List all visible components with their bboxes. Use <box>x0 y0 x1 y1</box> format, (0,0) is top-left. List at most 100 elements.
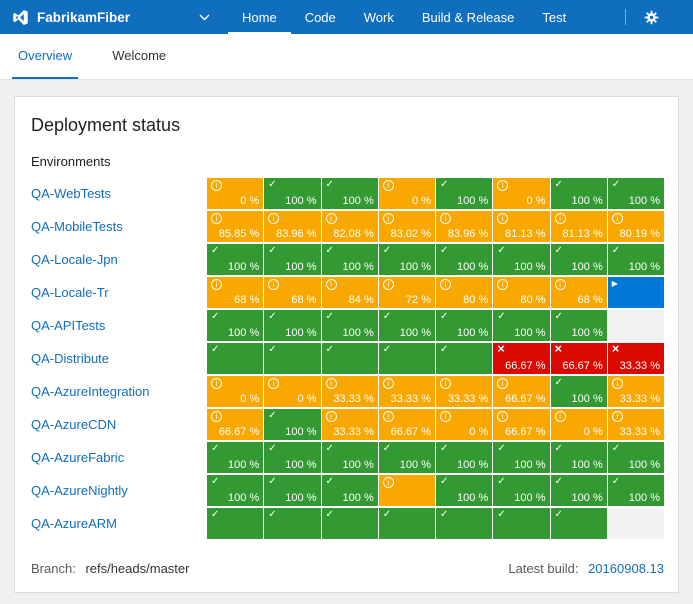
nav-code[interactable]: Code <box>304 9 336 25</box>
deployment-cell-success[interactable]: ✓ 100 % <box>550 310 607 341</box>
deployment-cell-failure[interactable]: × 66.67 % <box>493 342 550 374</box>
deployment-cell-warning[interactable]: i 33.33 % <box>607 409 664 440</box>
tab-overview[interactable]: Overview <box>12 34 79 79</box>
deployment-cell-success[interactable]: ✓ 100 % <box>436 442 493 473</box>
deployment-cell-success[interactable]: ✓ 100 % <box>550 376 607 407</box>
deployment-cell-warning[interactable]: i 33.33 % <box>378 376 435 407</box>
deployment-cell-inprogress[interactable]: ▶ <box>607 277 664 308</box>
deployment-cell-failure[interactable]: × 66.67 % <box>550 342 607 374</box>
deployment-cell-warning[interactable]: i 33.33 % <box>321 409 378 440</box>
deployment-cell-success[interactable]: ✓ <box>264 508 321 539</box>
tab-welcome[interactable]: Welcome <box>112 48 167 63</box>
deployment-cell-warning[interactable]: i 68 % <box>550 277 607 308</box>
environment-link[interactable]: QA-APITests <box>31 318 106 333</box>
deployment-cell-warning[interactable]: i 66.67 % <box>378 409 435 440</box>
deployment-cell-success[interactable]: ✓ 100 % <box>321 442 378 473</box>
deployment-cell-warning[interactable]: i 0 % <box>207 376 264 407</box>
deployment-cell-success[interactable]: ✓ 100 % <box>550 178 607 209</box>
deployment-cell-success[interactable]: ✓ 100 % <box>321 244 378 275</box>
deployment-cell-warning[interactable]: i 66.67 % <box>493 409 550 440</box>
deployment-cell-success[interactable]: ✓ 100 % <box>607 178 664 209</box>
deployment-cell-success[interactable]: ✓ 100 % <box>321 178 378 209</box>
deployment-cell-warning[interactable]: i 81.13 % <box>550 211 607 242</box>
deployment-cell-success[interactable]: ✓ 100 % <box>264 475 321 506</box>
environment-link[interactable]: QA-AzureIntegration <box>31 384 150 399</box>
deployment-cell-success[interactable]: ✓ 100 % <box>493 310 550 341</box>
deployment-cell-success[interactable]: ✓ 100 % <box>436 310 493 341</box>
deployment-cell-success[interactable]: ✓ <box>436 343 493 374</box>
deployment-cell-warning[interactable]: i 0 % <box>378 178 435 209</box>
deployment-cell-warning[interactable]: i 33.33 % <box>436 376 493 407</box>
deployment-cell-success[interactable]: ✓ <box>321 343 378 374</box>
environment-link[interactable]: QA-Distribute <box>31 351 110 366</box>
deployment-cell-success[interactable]: ✓ <box>207 508 264 539</box>
deployment-cell-warning[interactable]: i 68 % <box>207 277 264 308</box>
deployment-cell-warning[interactable]: i 85.85 % <box>207 211 264 242</box>
deployment-cell-success[interactable]: ✓ 100 % <box>607 475 664 506</box>
deployment-cell-success[interactable]: ✓ 100 % <box>264 178 321 209</box>
deployment-cell-warning[interactable]: i 66.67 % <box>207 409 264 440</box>
deployment-cell-success[interactable]: ✓ 100 % <box>378 244 435 275</box>
deployment-cell-warning[interactable]: i 0 % <box>493 178 550 209</box>
nav-home[interactable]: Home <box>228 0 291 34</box>
deployment-cell-success[interactable]: ✓ 100 % <box>207 244 264 275</box>
deployment-cell-warning[interactable]: i 83.96 % <box>264 211 321 242</box>
deployment-cell-success[interactable]: ✓ 100 % <box>607 442 664 473</box>
environment-link[interactable]: QA-AzureARM <box>31 516 117 531</box>
deployment-cell-warning[interactable]: i 80.19 % <box>607 211 664 242</box>
deployment-cell-success[interactable]: ✓ <box>207 343 264 374</box>
environment-link[interactable]: QA-WebTests <box>31 186 111 201</box>
environment-link[interactable]: QA-Locale-Tr <box>31 285 109 300</box>
deployment-cell-success[interactable]: ✓ 100 % <box>264 442 321 473</box>
deployment-cell-warning[interactable]: i 83.02 % <box>378 211 435 242</box>
nav-test[interactable]: Test <box>542 9 567 25</box>
deployment-cell-success[interactable]: ✓ 100 % <box>493 244 550 275</box>
deployment-cell-success[interactable]: ✓ 100 % <box>264 310 321 341</box>
deployment-cell-success[interactable]: ✓ 100 % <box>321 310 378 341</box>
deployment-cell-success[interactable]: ✓ <box>378 508 435 539</box>
deployment-cell-warning[interactable]: i 80 % <box>493 277 550 308</box>
deployment-cell-success[interactable]: ✓ 100 % <box>436 244 493 275</box>
deployment-cell-warning[interactable]: i 0 % <box>264 376 321 407</box>
deployment-cell-success[interactable]: ✓ 100 % <box>436 475 493 506</box>
deployment-cell-success[interactable]: ✓ <box>321 508 378 539</box>
deployment-cell-success[interactable]: ✓ 100 % <box>493 475 550 506</box>
deployment-cell-success[interactable]: ✓ 100 % <box>207 442 264 473</box>
deployment-cell-success[interactable]: ✓ 100 % <box>378 442 435 473</box>
deployment-cell-success[interactable]: ✓ <box>436 508 493 539</box>
environment-link[interactable]: QA-MobileTests <box>31 219 123 234</box>
deployment-cell-warning[interactable]: i 0 % <box>207 178 264 209</box>
nav-build-release[interactable]: Build & Release <box>421 9 515 25</box>
deployment-cell-success[interactable]: ✓ 100 % <box>493 442 550 473</box>
deployment-cell-success[interactable]: ✓ 100 % <box>207 475 264 506</box>
deployment-cell-success[interactable]: ✓ 100 % <box>550 442 607 473</box>
deployment-cell-warning[interactable]: i 83.96 % <box>436 211 493 242</box>
environment-link[interactable]: QA-AzureNightly <box>31 483 128 498</box>
deployment-cell-failure[interactable]: × 33.33 % <box>607 342 664 374</box>
deployment-cell-warning[interactable]: i 81.13 % <box>493 211 550 242</box>
deployment-cell-success[interactable]: ✓ 100 % <box>207 310 264 341</box>
deployment-cell-warning[interactable]: i 0 % <box>436 409 493 440</box>
gear-icon[interactable] <box>644 10 659 25</box>
deployment-cell-success[interactable]: ✓ 100 % <box>264 409 321 440</box>
project-selector[interactable]: FabrikamFiber <box>0 0 222 34</box>
deployment-cell-success[interactable]: ✓ <box>493 508 550 539</box>
environment-link[interactable]: QA-Locale-Jpn <box>31 252 118 267</box>
deployment-cell-warning[interactable]: i <box>378 475 435 506</box>
deployment-cell-success[interactable]: ✓ <box>378 343 435 374</box>
deployment-cell-success[interactable]: ✓ 100 % <box>607 244 664 275</box>
deployment-cell-success[interactable]: ✓ 100 % <box>550 475 607 506</box>
deployment-cell-warning[interactable]: i 0 % <box>550 409 607 440</box>
deployment-cell-warning[interactable]: i 33.33 % <box>607 376 664 407</box>
latest-build-link[interactable]: 20160908.13 <box>588 561 664 576</box>
environment-link[interactable]: QA-AzureCDN <box>31 417 117 432</box>
deployment-cell-success[interactable]: ✓ 100 % <box>321 475 378 506</box>
deployment-cell-warning[interactable]: i 80 % <box>436 277 493 308</box>
deployment-cell-warning[interactable]: i 66.67 % <box>493 376 550 407</box>
deployment-cell-success[interactable]: ✓ 100 % <box>550 244 607 275</box>
deployment-cell-success[interactable]: ✓ <box>264 343 321 374</box>
nav-work[interactable]: Work <box>363 9 394 25</box>
deployment-cell-warning[interactable]: i 68 % <box>264 277 321 308</box>
deployment-cell-warning[interactable]: i 84 % <box>321 277 378 308</box>
deployment-cell-success[interactable]: ✓ <box>550 508 607 539</box>
